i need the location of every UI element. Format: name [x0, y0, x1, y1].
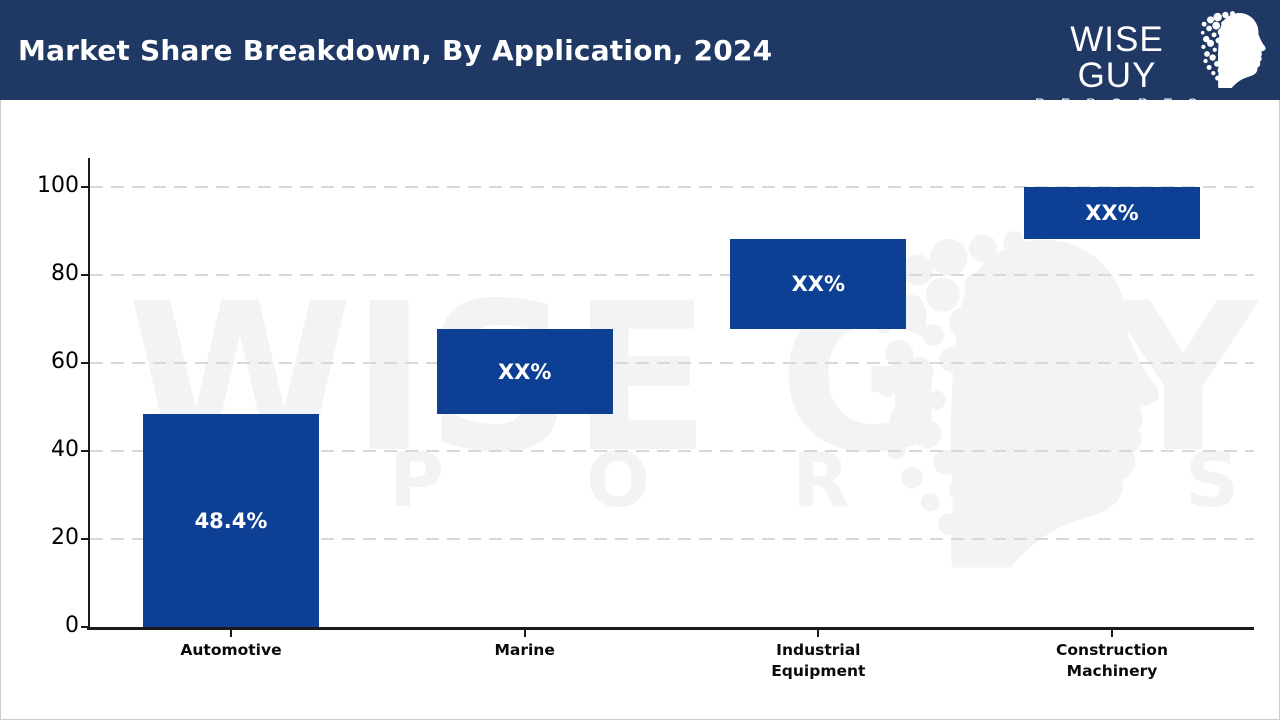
page-title: Market Share Breakdown, By Application, … — [18, 33, 773, 67]
bar-value-label: XX% — [791, 272, 846, 296]
y-tick-40 — [81, 450, 89, 452]
wise-guy-logo: WISE GUY R E P O R T S — [1028, 8, 1268, 111]
y-tick-label-0: 0 — [65, 613, 79, 638]
x-tick-2 — [817, 628, 820, 637]
y-tick-label-80: 80 — [51, 261, 79, 286]
bar-value-label: XX% — [1085, 200, 1139, 225]
gridline-100 — [90, 186, 1254, 188]
bar-segment: XX% — [1024, 187, 1200, 239]
y-tick-0 — [81, 626, 89, 628]
gridline-60 — [90, 362, 1254, 364]
y-tick-80 — [81, 274, 89, 276]
bar-segment: 48.4% — [143, 414, 319, 627]
logo-wordmark: WISE GUY R E P O R T S — [1028, 20, 1206, 112]
chart-canvas: WISE GUY P O R T S 0 20 40 60 80 100 Automotiv… — [0, 100, 1280, 720]
x-category-label: Automotive — [180, 641, 282, 659]
logo-head-icon — [1200, 11, 1266, 88]
x-tick-3 — [1111, 628, 1113, 637]
gridline-80 — [90, 274, 1254, 276]
y-tick-20 — [81, 538, 89, 540]
y-tick-label-100: 100 — [37, 173, 79, 198]
x-tick-1 — [523, 628, 526, 637]
logo-wordmark-line1: WISE GUY — [1070, 20, 1164, 95]
y-axis-line — [88, 158, 90, 629]
bar-value-label: 48.4% — [194, 508, 268, 533]
x-category-label: Industrial Equipment — [771, 641, 866, 681]
y-tick-label-40: 40 — [51, 437, 79, 462]
y-tick-60 — [81, 362, 89, 364]
bar-value-label: XX% — [497, 359, 552, 384]
x-category-label: Construction Machinery — [1056, 641, 1168, 681]
y-tick-label-60: 60 — [51, 349, 79, 374]
gridline-20 — [90, 538, 1254, 540]
x-category-label: Marine — [494, 641, 555, 659]
x-tick-0 — [230, 628, 232, 637]
y-tick-label-20: 20 — [51, 525, 79, 550]
bar-segment: XX% — [436, 329, 613, 415]
gridline-40 — [90, 450, 1254, 452]
y-tick-100 — [81, 186, 89, 188]
x-axis-line — [87, 627, 1254, 630]
bar-segment: XX% — [730, 238, 907, 330]
header-bar: Market Share Breakdown, By Application, … — [0, 0, 1280, 111]
